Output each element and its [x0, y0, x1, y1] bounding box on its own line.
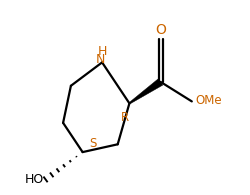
Text: HO: HO	[24, 173, 44, 186]
Polygon shape	[128, 79, 162, 104]
Text: R: R	[120, 112, 128, 124]
Text: N: N	[95, 53, 104, 66]
Text: H: H	[97, 45, 106, 58]
Text: OMe: OMe	[195, 94, 222, 107]
Text: O: O	[154, 23, 166, 37]
Text: S: S	[89, 137, 97, 150]
